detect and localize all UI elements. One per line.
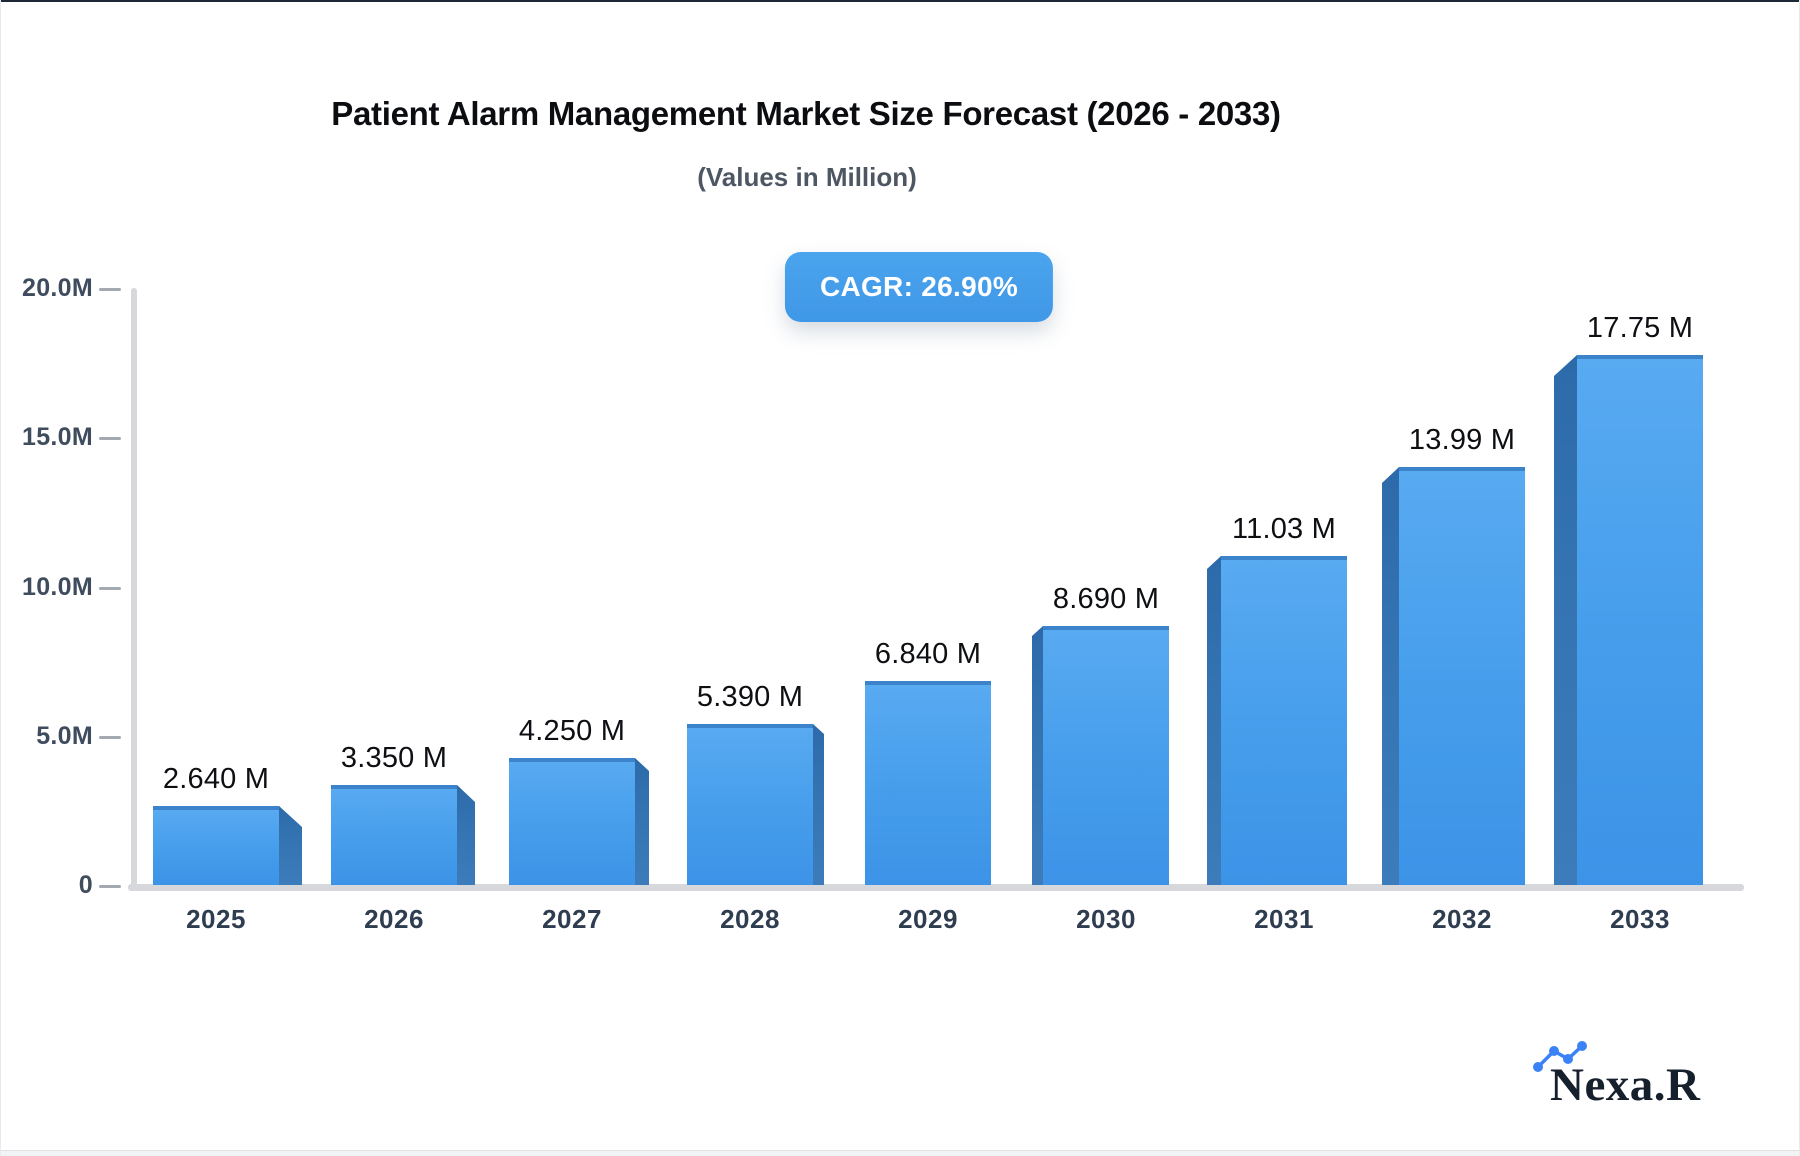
page-bottom-strip [1,1150,1799,1156]
x-axis-label-2029: 2029 [898,904,958,934]
bar-side-face-2027 [635,758,649,885]
bar-value-label-2029: 6.840 M [874,638,982,670]
bar-2026 [331,785,457,885]
bar-value-label-2030: 8.690 M [1052,583,1160,615]
cagr-badge-label: CAGR: 26.90% [819,271,1019,302]
bar-2027 [509,758,635,885]
y-tick-mark [99,885,121,888]
bar-value-label-2032: 13.99 M [1408,424,1516,456]
bar-value-label-2028: 5.390 M [696,681,804,713]
bar-side-face-2025 [279,806,302,885]
bar-value-label-2025: 2.640 M [162,763,270,795]
window-top-border [1,0,1799,2]
bar-value-label-2027: 4.250 M [518,715,626,747]
bar-2028 [687,724,813,885]
x-axis-label-2032: 2032 [1432,904,1492,934]
y-tick-mark [99,586,121,590]
x-axis-label-2033: 2033 [1610,904,1670,934]
x-axis-label-2026: 2026 [364,904,424,934]
bar-2025 [153,806,279,885]
bar-side-face-2033 [1554,355,1577,885]
y-tick-mark [99,735,121,739]
y-tick-label: 20.0M [22,274,93,302]
y-tick-mark [99,437,121,441]
bar-2029 [865,681,991,885]
y-axis-line [131,288,137,889]
bar-side-face-2026 [457,785,475,885]
y-tick-label: 5.0M [36,721,93,750]
bar-2031 [1221,556,1347,885]
y-tick-label: 10.0M [22,572,93,601]
x-axis-line [128,884,1744,891]
bar-value-label-2033: 17.75 M [1586,312,1694,344]
bar-side-face-2032 [1382,467,1399,885]
bar-side-face-2031 [1207,556,1221,885]
bar-2030 [1043,626,1169,885]
x-axis-label-2028: 2028 [720,904,780,934]
y-tick-label: 15.0M [22,423,93,452]
chart-title: Patient Alarm Management Market Size For… [331,95,1281,132]
x-axis-label-2025: 2025 [186,904,246,934]
brand-logo-text: Nexa.R [1550,1059,1701,1111]
x-axis-label-2031: 2031 [1254,904,1314,934]
bar-2033 [1577,355,1703,885]
bar-side-face-2030 [1032,626,1043,885]
x-axis-label-2030: 2030 [1076,904,1136,934]
chart-subtitle: (Values in Million) [697,162,917,192]
bar-2032 [1399,467,1525,885]
x-axis-label-2027: 2027 [542,904,602,934]
bar-side-face-2028 [813,724,824,885]
brand-logo: Nexa.R [1529,1036,1729,1116]
y-tick-mark [99,288,121,291]
bar-value-label-2026: 3.350 M [340,742,448,774]
line-chart-zigzag-icon [1533,1041,1587,1072]
bar-value-label-2031: 11.03 M [1231,513,1337,545]
y-tick-label: 0 [78,871,93,899]
cagr-badge: CAGR: 26.90% [784,252,1054,322]
